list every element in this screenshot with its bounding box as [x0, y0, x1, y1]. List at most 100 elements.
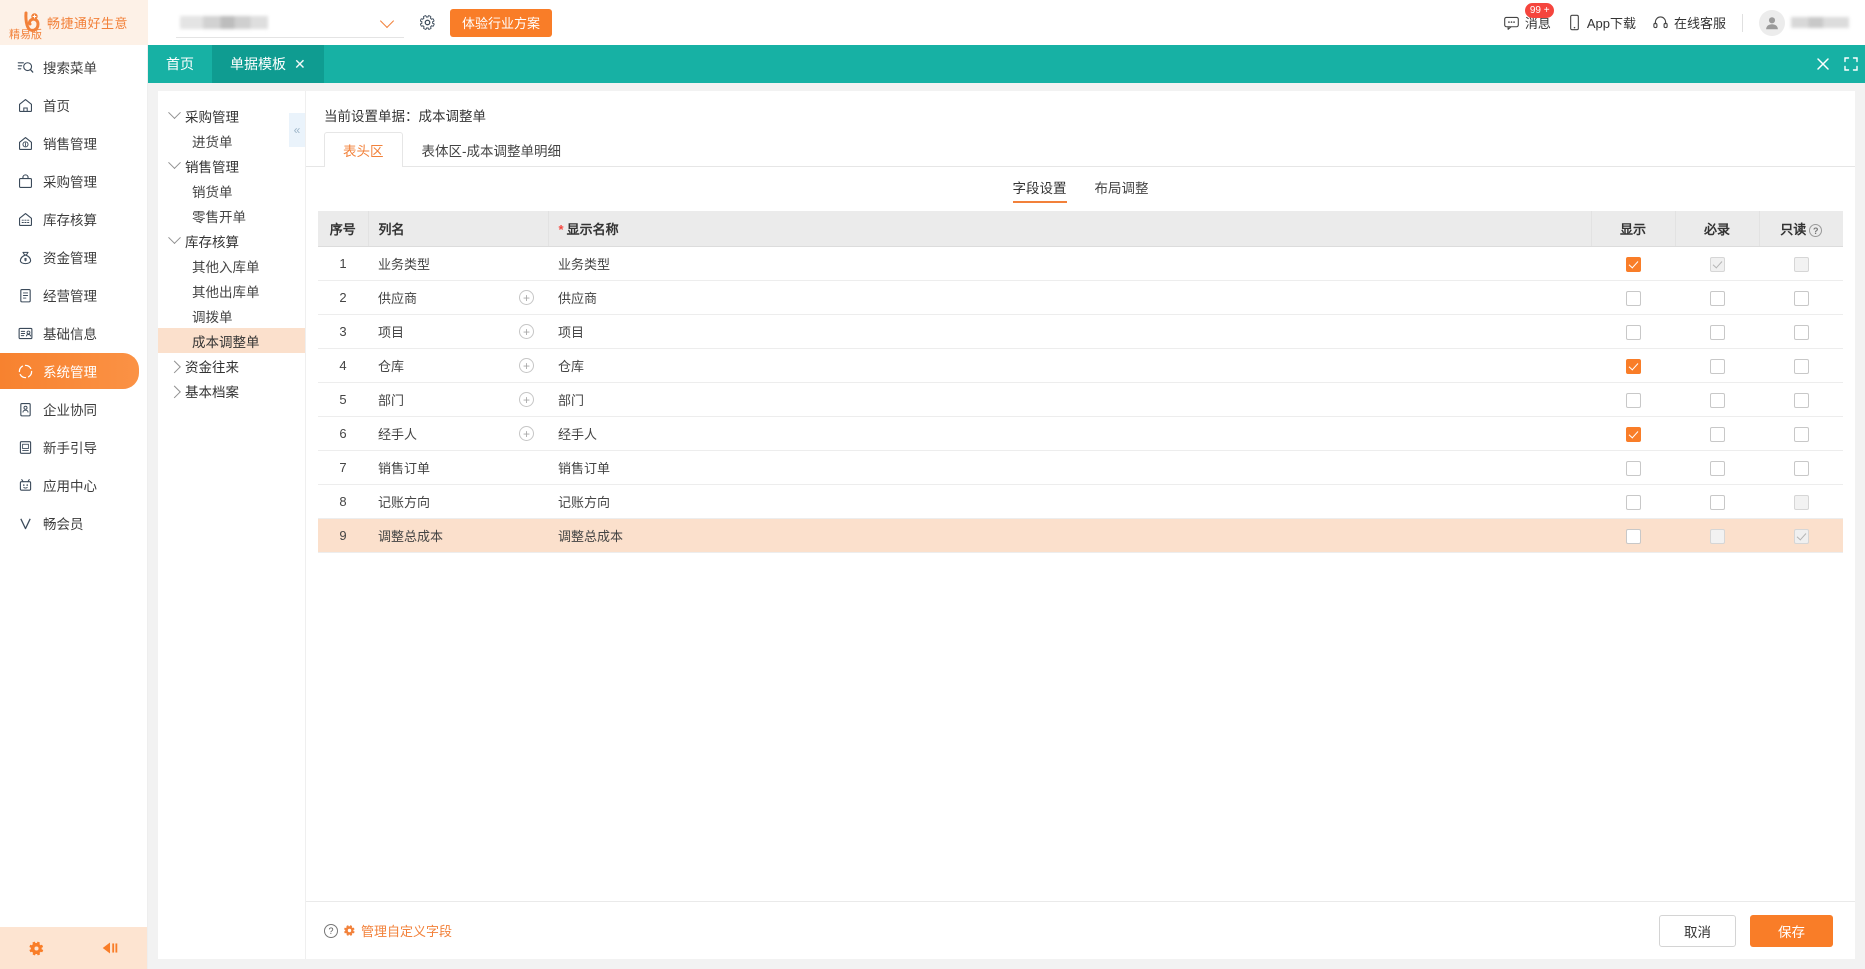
gear-icon[interactable] [416, 12, 438, 34]
sidebar-item-operation[interactable]: 经营管理 [0, 277, 147, 313]
tab-home[interactable]: 首页 [148, 45, 212, 83]
panel-footer: ? 管理自定义字段 取消 保存 [306, 901, 1855, 959]
cell-required [1675, 484, 1759, 519]
table-row[interactable]: 4 仓库 + 仓库 [318, 348, 1843, 383]
tree-group-inventory[interactable]: 库存核算 [158, 228, 305, 253]
tree-group-fund-flow[interactable]: 资金往来 [158, 353, 305, 378]
checkbox-required[interactable] [1709, 426, 1725, 442]
save-button[interactable]: 保存 [1750, 914, 1833, 947]
tree-leaf-cost-adjustment[interactable]: 成本调整单 [158, 328, 305, 353]
checkbox-show[interactable] [1625, 392, 1641, 408]
add-field-icon[interactable]: + [519, 358, 534, 373]
tree-group-sales[interactable]: 销售管理 [158, 153, 305, 178]
cell-display-name[interactable]: 仓库 [548, 348, 1591, 383]
checkbox-readonly[interactable] [1793, 324, 1809, 340]
checkbox-show[interactable] [1625, 528, 1641, 544]
checkbox-required[interactable] [1709, 324, 1725, 340]
tab-header-area[interactable]: 表头区 [324, 132, 403, 167]
tool-field-settings[interactable]: 字段设置 [1012, 177, 1067, 203]
tree-leaf-retail-order[interactable]: 零售开单 [158, 203, 305, 228]
cell-display-name[interactable]: 经手人 [548, 416, 1591, 451]
add-field-icon[interactable]: + [519, 426, 534, 441]
tool-layout-adjust[interactable]: 布局调整 [1095, 177, 1149, 203]
checkbox-required[interactable] [1709, 358, 1725, 374]
sidebar-item-app-center[interactable]: 应用中心 [0, 467, 147, 503]
industry-solution-button[interactable]: 体验行业方案 [450, 8, 553, 37]
tab-body-area[interactable]: 表体区-成本调整单明细 [403, 132, 581, 167]
tree-leaf-purchase-order[interactable]: 进货单 [158, 128, 305, 153]
table-row[interactable]: 9 调整总成本 调整总成本 [318, 518, 1843, 553]
message-icon [1503, 14, 1520, 31]
cell-display-name[interactable]: 调整总成本 [548, 518, 1591, 553]
checkbox-readonly[interactable] [1793, 392, 1809, 408]
sidebar-item-vip[interactable]: 畅会员 [0, 505, 147, 541]
sidebar-item-collaboration[interactable]: 企业协同 [0, 391, 147, 427]
tree-leaf-transfer-order[interactable]: 调拨单 [158, 303, 305, 328]
table-row[interactable]: 2 供应商 + 供应商 [318, 280, 1843, 315]
checkbox-show[interactable] [1625, 358, 1641, 374]
sidebar-item-sales[interactable]: 销售管理 [0, 125, 147, 161]
checkbox-required[interactable] [1709, 494, 1725, 510]
org-select[interactable] [176, 8, 404, 38]
tree-leaf-other-outbound[interactable]: 其他出库单 [158, 278, 305, 303]
gear-icon[interactable] [28, 940, 45, 957]
add-field-icon[interactable]: + [519, 324, 534, 339]
sidebar-item-search-menu[interactable]: 搜索菜单 [0, 49, 147, 85]
close-icon[interactable] [1809, 45, 1837, 83]
checkbox-show[interactable] [1625, 494, 1641, 510]
checkbox-required[interactable] [1709, 460, 1725, 476]
tree-node-label: 其他出库单 [192, 284, 260, 300]
cell-display-name[interactable]: 项目 [548, 314, 1591, 349]
manage-custom-fields-link[interactable]: ? 管理自定义字段 [324, 921, 452, 940]
sidebar-item-purchase[interactable]: 采购管理 [0, 163, 147, 199]
tab-document-template[interactable]: 单据模板 ✕ [212, 45, 324, 83]
sidebar-item-home[interactable]: 首页 [0, 87, 147, 123]
collapse-left-icon[interactable]: « [289, 113, 305, 147]
sidebar-item-basic-info[interactable]: 基础信息 [0, 315, 147, 351]
tree-group-purchase[interactable]: 采购管理 [158, 103, 305, 128]
user-name-masked [1791, 17, 1849, 28]
user-profile[interactable] [1759, 9, 1849, 36]
sidebar-item-system[interactable]: 系统管理 [0, 353, 139, 389]
collapse-panel-icon[interactable] [100, 940, 120, 956]
messages-button[interactable]: 消息 99 + [1503, 3, 1554, 32]
sidebar-item-guide[interactable]: 新手引导 [0, 429, 147, 465]
app-download-button[interactable]: App下载 [1567, 13, 1636, 32]
cell-display-name[interactable]: 记账方向 [548, 484, 1591, 519]
table-row[interactable]: 6 经手人 + 经手人 [318, 416, 1843, 451]
checkbox-show[interactable] [1625, 426, 1641, 442]
cell-display-name[interactable]: 部门 [548, 382, 1591, 417]
sidebar-item-label: 企业协同 [43, 403, 97, 418]
checkbox-show[interactable] [1625, 290, 1641, 306]
checkbox-required[interactable] [1709, 290, 1725, 306]
checkbox-readonly[interactable] [1793, 358, 1809, 374]
sidebar-item-inventory[interactable]: 库存核算 [0, 201, 147, 237]
cell-display-name[interactable]: 业务类型 [548, 246, 1591, 281]
tree-leaf-other-inbound[interactable]: 其他入库单 [158, 253, 305, 278]
online-service-button[interactable]: 在线客服 [1652, 13, 1726, 32]
table-row[interactable]: 7 销售订单 销售订单 [318, 450, 1843, 485]
checkbox-required[interactable] [1709, 392, 1725, 408]
table-row[interactable]: 5 部门 + 部门 [318, 382, 1843, 417]
cell-display-name[interactable]: 销售订单 [548, 450, 1591, 485]
cell-display-name[interactable]: 供应商 [548, 280, 1591, 315]
table-row[interactable]: 3 项目 + 项目 [318, 314, 1843, 349]
fullscreen-icon[interactable] [1837, 45, 1865, 83]
checkbox-readonly[interactable] [1793, 460, 1809, 476]
tree-group-basic-archive[interactable]: 基本档案 [158, 378, 305, 403]
add-field-icon[interactable]: + [519, 392, 534, 407]
close-icon[interactable]: ✕ [294, 55, 306, 72]
checkbox-show[interactable] [1625, 256, 1641, 272]
table-row[interactable]: 8 记账方向 记账方向 [318, 484, 1843, 519]
table-row[interactable]: 1 业务类型 业务类型 [318, 246, 1843, 281]
question-icon[interactable]: ? [1809, 224, 1823, 238]
tree-leaf-sales-order[interactable]: 销货单 [158, 178, 305, 203]
checkbox-readonly[interactable] [1793, 426, 1809, 442]
checkbox-readonly[interactable] [1793, 290, 1809, 306]
column-name-text: 供应商 [378, 291, 418, 306]
checkbox-show[interactable] [1625, 324, 1641, 340]
cancel-button[interactable]: 取消 [1659, 914, 1736, 947]
sidebar-item-fund[interactable]: 资金管理 [0, 239, 147, 275]
checkbox-show[interactable] [1625, 460, 1641, 476]
add-field-icon[interactable]: + [519, 290, 534, 305]
